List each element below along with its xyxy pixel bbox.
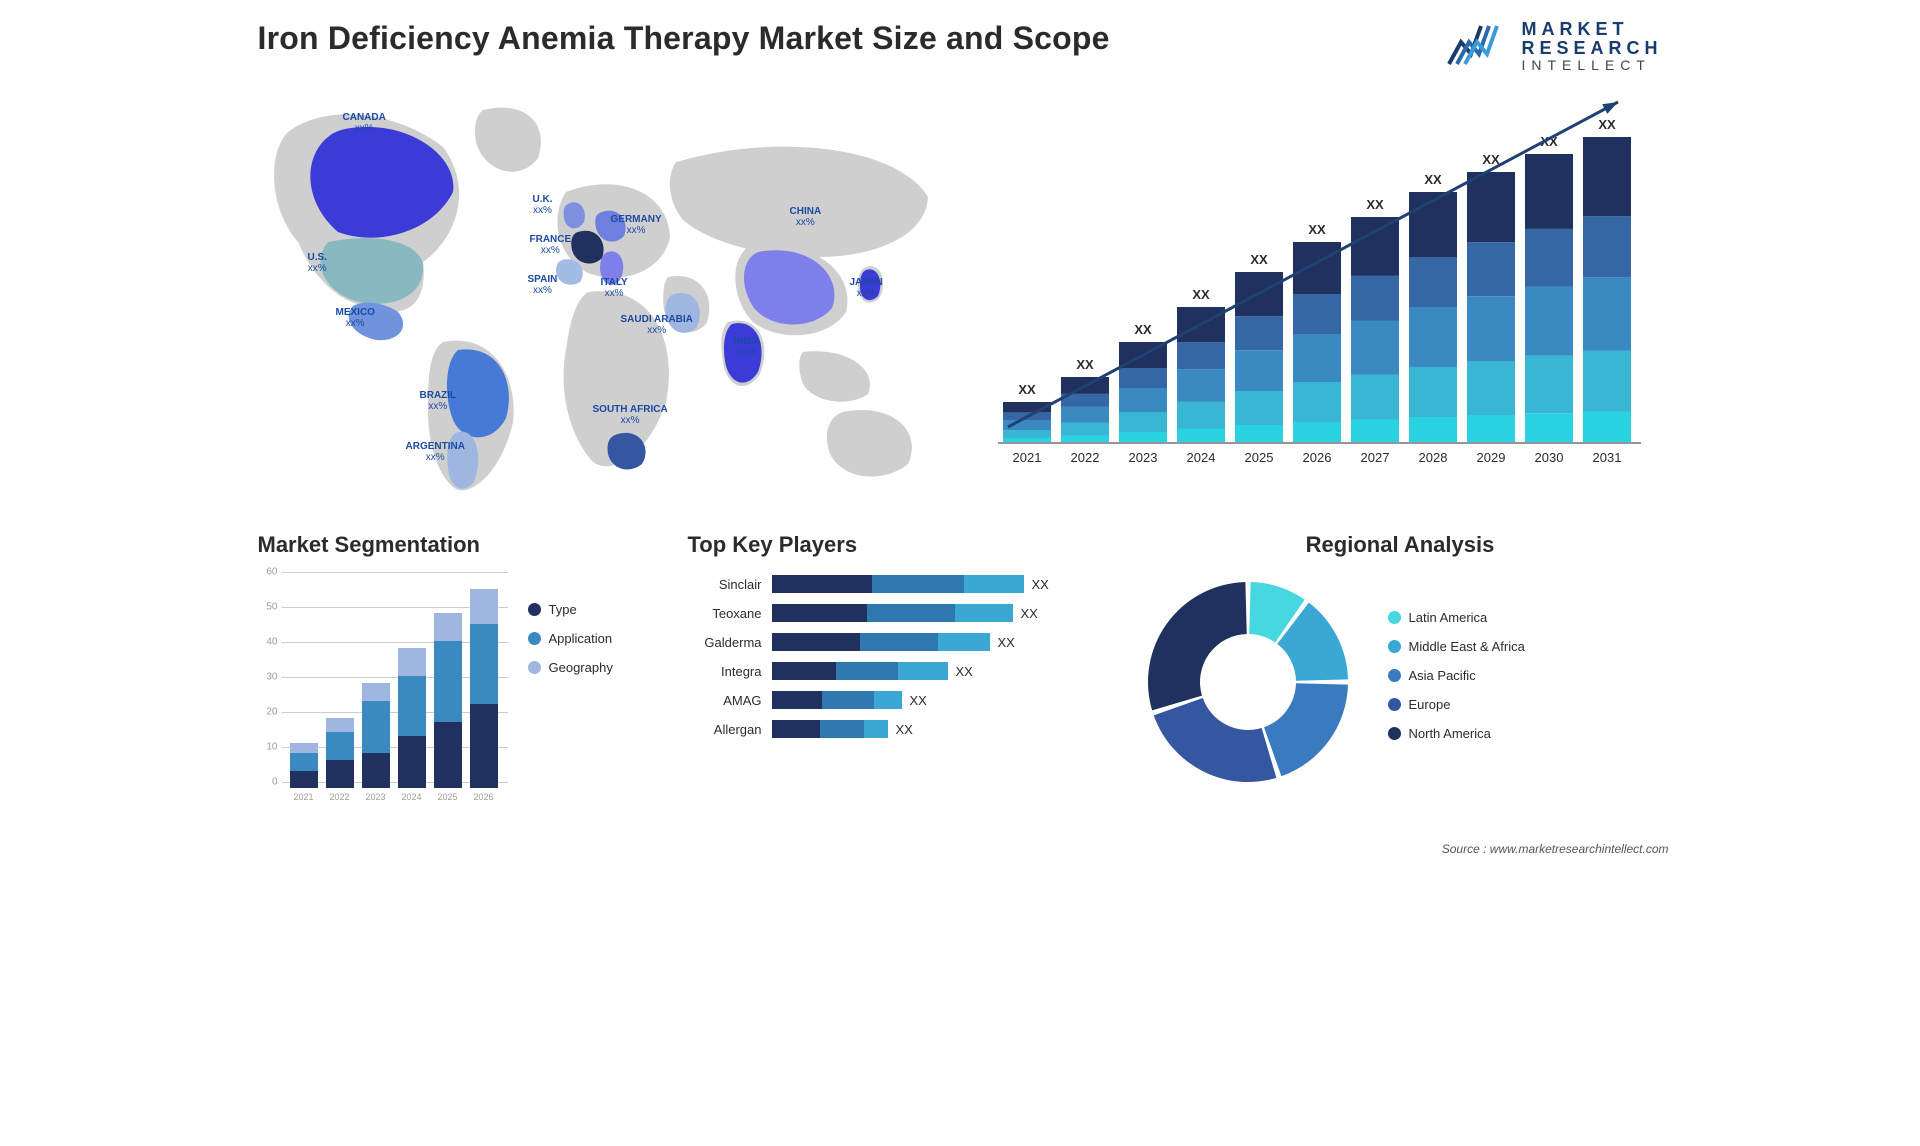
brand-logo: MARKET RESEARCH INTELLECT	[1447, 20, 1662, 72]
segmentation-panel: Market Segmentation 01020304050602021202…	[258, 532, 658, 802]
player-row: SinclairXX	[688, 572, 1108, 596]
brand-line1: MARKET	[1521, 20, 1662, 39]
players-chart: SinclairXX TeoxaneXX GaldermaXX IntegraXX AM…	[688, 572, 1108, 741]
header: Iron Deficiency Anemia Therapy Market Si…	[258, 20, 1663, 72]
map-label-india: INDIAxx%	[734, 336, 761, 358]
svg-text:2026: 2026	[1302, 450, 1331, 465]
growth-chart-panel: XX 2021 XX 2022 XX 2023 XX 2024 XX 2025 XX 2026 XX 20…	[988, 92, 1663, 502]
player-name: Allergan	[688, 722, 772, 737]
regional-title: Regional Analysis	[1138, 532, 1663, 558]
svg-text:2030: 2030	[1534, 450, 1563, 465]
map-label-italy: ITALYxx%	[601, 277, 628, 299]
svg-text:XX: XX	[1134, 322, 1152, 337]
regional-legend-item: Latin America	[1388, 610, 1525, 625]
svg-text:2028: 2028	[1418, 450, 1447, 465]
svg-text:XX: XX	[1366, 197, 1384, 212]
map-label-japan: JAPANxx%	[850, 277, 883, 299]
svg-text:2021: 2021	[1012, 450, 1041, 465]
svg-text:2025: 2025	[1244, 450, 1273, 465]
brand-mark-icon	[1447, 20, 1511, 72]
map-label-south-africa: SOUTH AFRICAxx%	[593, 404, 668, 426]
player-name: Integra	[688, 664, 772, 679]
map-label-u-s-: U.S.xx%	[308, 252, 327, 274]
map-label-saudi-arabia: SAUDI ARABIAxx%	[621, 314, 693, 336]
regional-legend-item: Europe	[1388, 697, 1525, 712]
brand-line2: RESEARCH	[1521, 39, 1662, 58]
svg-text:2027: 2027	[1360, 450, 1389, 465]
players-panel: Top Key Players SinclairXX TeoxaneXX Galde…	[688, 532, 1108, 802]
regional-legend-item: Middle East & Africa	[1388, 639, 1525, 654]
segmentation-legend-item: Type	[528, 602, 613, 617]
svg-text:2023: 2023	[1128, 450, 1157, 465]
svg-text:XX: XX	[1192, 287, 1210, 302]
world-map-panel: CANADAxx% U.S.xx% MEXICOxx% BRAZILxx% ARGENT…	[258, 92, 958, 502]
map-label-brazil: BRAZILxx%	[420, 390, 457, 412]
segmentation-legend-item: Application	[528, 631, 613, 646]
svg-text:XX: XX	[1076, 357, 1094, 372]
svg-text:XX: XX	[1424, 172, 1442, 187]
svg-text:XX: XX	[1598, 117, 1616, 132]
svg-text:XX: XX	[1018, 382, 1036, 397]
page-title: Iron Deficiency Anemia Therapy Market Si…	[258, 20, 1110, 57]
svg-text:2031: 2031	[1592, 450, 1621, 465]
svg-text:XX: XX	[1250, 252, 1268, 267]
top-row: CANADAxx% U.S.xx% MEXICOxx% BRAZILxx% ARGENT…	[258, 92, 1663, 502]
bottom-row: Market Segmentation 01020304050602021202…	[258, 532, 1663, 802]
svg-text:2022: 2022	[1070, 450, 1099, 465]
map-label-canada: CANADAxx%	[343, 112, 386, 134]
segmentation-legend-item: Geography	[528, 660, 613, 675]
player-row: GaldermaXX	[688, 630, 1108, 654]
map-label-u-k-: U.K.xx%	[533, 194, 553, 216]
map-label-france: FRANCExx%	[530, 234, 572, 256]
regional-legend-item: Asia Pacific	[1388, 668, 1525, 683]
player-row: TeoxaneXX	[688, 601, 1108, 625]
player-name: Galderma	[688, 635, 772, 650]
map-label-spain: SPAINxx%	[528, 274, 558, 296]
regional-donut-svg	[1138, 572, 1358, 792]
player-name: AMAG	[688, 693, 772, 708]
growth-chart-svg: XX 2021 XX 2022 XX 2023 XX 2024 XX 2025 XX 2026 XX 20…	[988, 92, 1648, 492]
segmentation-title: Market Segmentation	[258, 532, 658, 558]
player-row: IntegraXX	[688, 659, 1108, 683]
page-root: Iron Deficiency Anemia Therapy Market Si…	[238, 0, 1683, 862]
map-label-china: CHINAxx%	[790, 206, 822, 228]
map-label-germany: GERMANYxx%	[611, 214, 662, 236]
map-label-mexico: MEXICOxx%	[336, 307, 375, 329]
regional-legend: Latin America Middle East & Africa Asia Pa…	[1388, 610, 1525, 755]
brand-line3: INTELLECT	[1521, 58, 1662, 73]
svg-text:XX: XX	[1308, 222, 1326, 237]
brand-text: MARKET RESEARCH INTELLECT	[1521, 20, 1662, 72]
segmentation-legend: Type Application Geography	[528, 572, 613, 802]
source-text: Source : www.marketresearchintellect.com	[1442, 842, 1669, 856]
regional-panel: Regional Analysis Latin America Middle Ea…	[1138, 532, 1663, 802]
map-label-argentina: ARGENTINAxx%	[406, 441, 465, 463]
player-name: Teoxane	[688, 606, 772, 621]
segmentation-chart: 0102030405060202120222023202420252026	[258, 572, 508, 802]
player-name: Sinclair	[688, 577, 772, 592]
player-row: AllerganXX	[688, 717, 1108, 741]
regional-legend-item: North America	[1388, 726, 1525, 741]
player-row: AMAGXX	[688, 688, 1108, 712]
svg-text:2024: 2024	[1186, 450, 1215, 465]
players-title: Top Key Players	[688, 532, 1108, 558]
svg-text:2029: 2029	[1476, 450, 1505, 465]
